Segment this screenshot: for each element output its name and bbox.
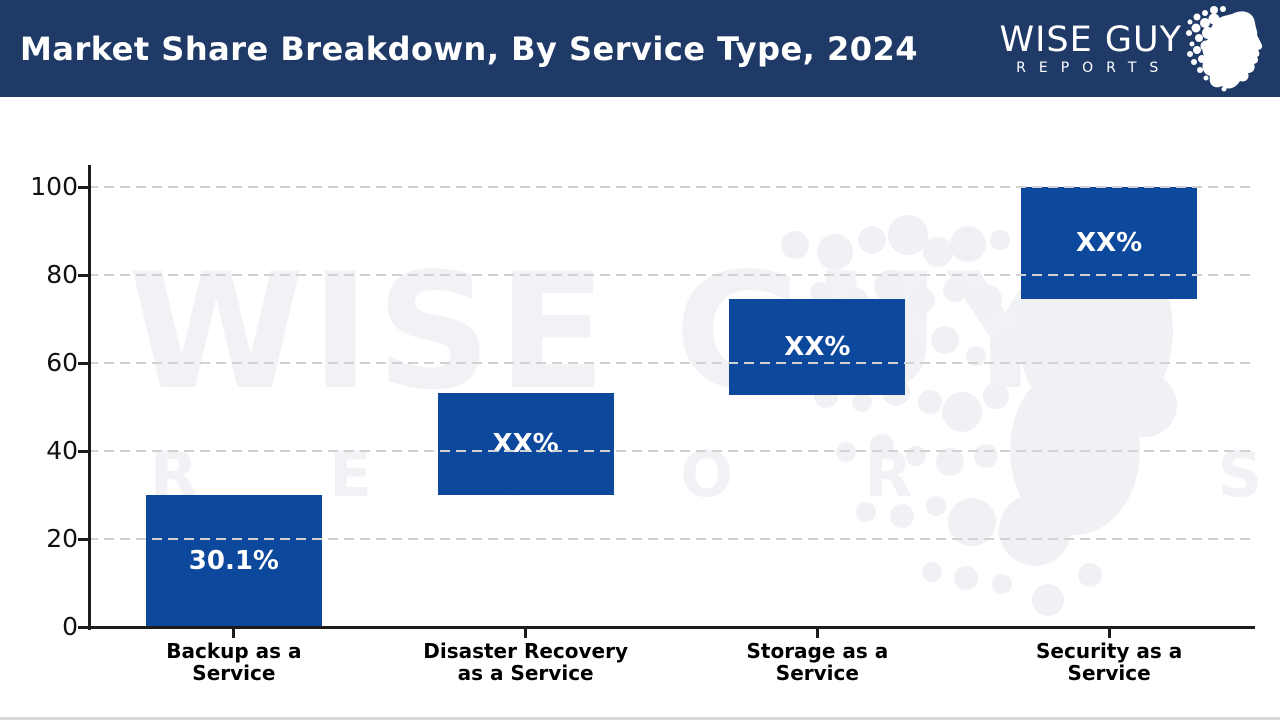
x-tick-mark	[232, 629, 236, 638]
y-tick-label: 20	[46, 524, 78, 553]
bar-segment: XX%	[729, 299, 906, 396]
x-tick-mark	[1107, 629, 1111, 638]
gridline	[88, 274, 1255, 276]
y-tick-mark	[78, 186, 88, 189]
y-tick-label: 80	[46, 260, 78, 289]
y-tick-label: 100	[30, 172, 78, 201]
brand-wordmark: WISE GUY	[999, 20, 1182, 61]
dotted-head-icon	[1186, 6, 1263, 92]
brand-logo: WISE GUY REPORTS	[999, 4, 1270, 94]
gridline	[88, 186, 1255, 188]
x-category-label-line: as a Service	[457, 661, 594, 685]
x-category-label: Disaster Recovery as a Service	[376, 640, 676, 684]
y-tick-label: 40	[46, 436, 78, 465]
bar-segment: 30.1%	[145, 494, 322, 627]
y-tick-label: 60	[46, 348, 78, 377]
y-tick-mark	[78, 362, 88, 365]
gridline	[88, 450, 1255, 452]
x-category-label-line: Security as a	[1036, 639, 1183, 663]
y-tick-mark	[78, 626, 88, 629]
brand-logo-text: WISE GUY REPORTS	[999, 22, 1182, 76]
y-tick-mark	[78, 538, 88, 541]
y-tick-label: 0	[62, 612, 78, 641]
bar-value-label: XX%	[492, 428, 559, 459]
x-tick-mark	[524, 629, 528, 638]
y-tick-mark	[78, 274, 88, 277]
header-bar: Market Share Breakdown, By Service Type,…	[0, 0, 1280, 97]
gridline	[88, 362, 1255, 364]
x-category-label-line: Storage as a	[746, 639, 889, 663]
x-category-label-line: Service	[1067, 661, 1151, 685]
bar-segment: XX%	[1021, 187, 1198, 300]
x-category-label-line: Backup as a	[166, 639, 302, 663]
x-category-label-line: Service	[775, 661, 859, 685]
page-title: Market Share Breakdown, By Service Type,…	[20, 29, 919, 68]
x-tick-mark	[815, 629, 819, 638]
x-category-label-line: Disaster Recovery	[423, 639, 629, 663]
x-category-label-line: Service	[192, 661, 276, 685]
bar-segment: XX%	[437, 393, 614, 495]
x-category-label: Security as a Service	[959, 640, 1259, 684]
x-category-label: Backup as a Service	[84, 640, 384, 684]
brand-subtext: REPORTS	[1016, 59, 1172, 76]
y-axis-line	[88, 165, 91, 630]
bar-value-label: XX%	[1076, 228, 1143, 259]
y-tick-mark	[78, 450, 88, 453]
x-category-label: Storage as a Service	[667, 640, 967, 684]
bar-value-label: 30.1%	[188, 545, 279, 576]
gridline	[88, 538, 1255, 540]
x-axis-line	[88, 626, 1255, 629]
bar-value-label: XX%	[784, 332, 851, 363]
